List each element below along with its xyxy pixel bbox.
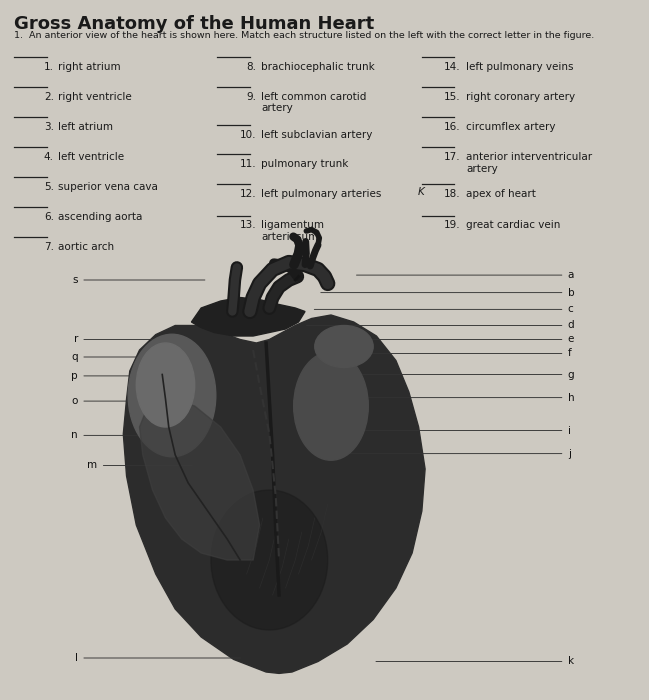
Ellipse shape [293,351,369,461]
Text: right atrium: right atrium [58,62,121,71]
Text: 17.: 17. [444,152,461,162]
Text: j: j [568,449,571,458]
Text: right ventricle: right ventricle [58,92,132,102]
Text: k: k [568,657,574,666]
Text: 1.  An anterior view of the heart is shown here. Match each structure listed on : 1. An anterior view of the heart is show… [14,31,594,40]
Text: g: g [568,370,574,379]
Text: 12.: 12. [239,189,256,199]
Text: ascending aorta: ascending aorta [58,212,143,222]
Text: 6.: 6. [44,212,54,222]
Text: 8.: 8. [247,62,256,71]
Text: h: h [568,393,574,402]
Text: left subclavian artery: left subclavian artery [261,130,373,139]
Text: p: p [71,371,78,381]
Ellipse shape [315,326,373,368]
Ellipse shape [129,335,215,457]
Text: pulmonary trunk: pulmonary trunk [261,159,349,169]
Text: q: q [71,352,78,362]
Text: 16.: 16. [444,122,461,132]
Text: 11.: 11. [239,159,256,169]
Text: left pulmonary veins: left pulmonary veins [466,62,574,71]
Text: K: K [417,187,424,197]
Text: left atrium: left atrium [58,122,114,132]
Text: 14.: 14. [444,62,461,71]
Text: m: m [87,461,97,470]
Text: 9.: 9. [247,92,256,102]
Text: anterior interventricular
artery: anterior interventricular artery [466,152,592,174]
Text: e: e [568,335,574,344]
Text: 4.: 4. [44,152,54,162]
Text: l: l [75,653,78,663]
Text: s: s [73,275,78,285]
Text: brachiocephalic trunk: brachiocephalic trunk [261,62,374,71]
Text: 1.: 1. [44,62,54,71]
Polygon shape [191,298,305,336]
Text: n: n [71,430,78,440]
Text: 5.: 5. [44,182,54,192]
Text: d: d [568,321,574,330]
Text: c: c [568,304,574,314]
Text: left common carotid
artery: left common carotid artery [261,92,366,113]
Text: 10.: 10. [240,130,256,139]
Text: o: o [71,396,78,406]
Text: 3.: 3. [44,122,54,132]
Text: 13.: 13. [239,220,256,230]
Text: Gross Anatomy of the Human Heart: Gross Anatomy of the Human Heart [14,15,374,34]
Text: 19.: 19. [444,220,461,230]
Text: 7.: 7. [44,242,54,252]
Text: b: b [568,288,574,298]
Text: i: i [568,426,571,435]
Ellipse shape [211,490,328,630]
Text: circumflex artery: circumflex artery [466,122,556,132]
Text: left pulmonary arteries: left pulmonary arteries [261,189,381,199]
Text: 2.: 2. [44,92,54,102]
Text: left ventricle: left ventricle [58,152,125,162]
Text: 18.: 18. [444,189,461,199]
Text: right coronary artery: right coronary artery [466,92,575,102]
Text: superior vena cava: superior vena cava [58,182,158,192]
Text: aortic arch: aortic arch [58,242,114,252]
Text: r: r [73,335,78,344]
Polygon shape [140,399,260,560]
Text: a: a [568,270,574,280]
Text: 15.: 15. [444,92,461,102]
Polygon shape [123,315,425,673]
Text: f: f [568,349,572,358]
Text: ligamentum
arteriosum: ligamentum arteriosum [261,220,324,242]
Ellipse shape [136,343,195,427]
Text: great cardiac vein: great cardiac vein [466,220,560,230]
Text: apex of heart: apex of heart [466,189,536,199]
